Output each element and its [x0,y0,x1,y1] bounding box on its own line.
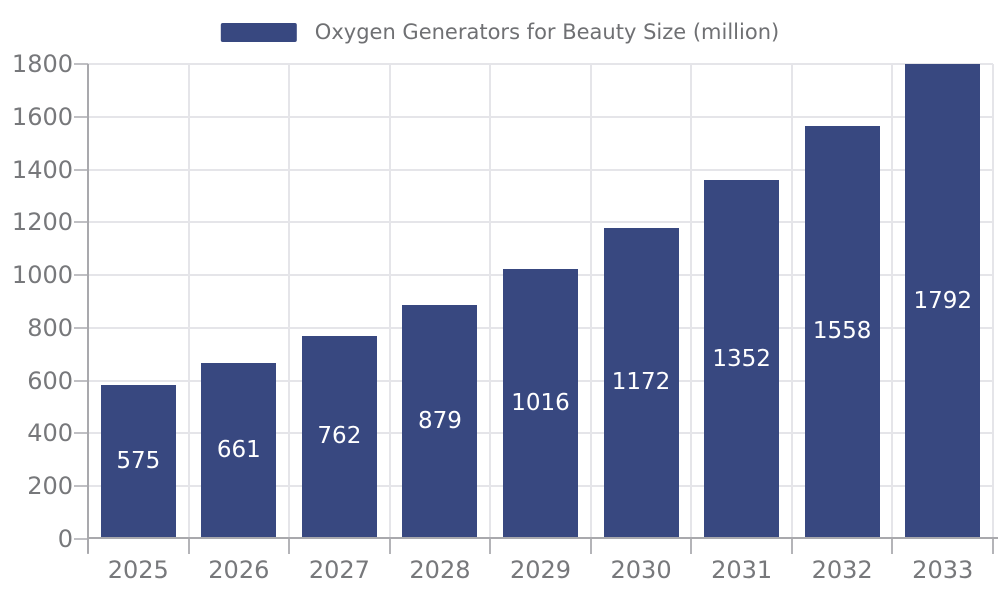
bar-value-label: 879 [417,408,462,435]
plot-area: 0 200 400 600 800 1000 1200 1400 1600 1800 575 2025… [12,50,998,584]
x-axis-tick-label: 2026 [208,556,270,584]
gridline-vertical [589,64,592,539]
x-axis-tick-label: 2028 [409,556,471,584]
bar: 1352 [704,180,780,537]
gridline-vertical [288,64,291,539]
legend-label: Oxygen Generators for Beauty Size (milli… [314,20,780,44]
x-axis-tick [790,539,793,554]
y-axis-tick-label: 200 [27,472,73,501]
x-axis-tick-label: 2030 [610,556,672,584]
gridline-vertical [690,64,693,539]
x-axis-tick-label: 2025 [107,556,169,584]
bar: 762 [301,335,377,537]
y-axis-tick [74,326,88,329]
bar: 1172 [603,227,679,537]
x-axis-tick [992,539,994,554]
y-axis-tick [74,485,88,488]
y-axis-tick [74,115,88,118]
x-axis-tick-label: 2033 [912,556,974,584]
gridline-horizontal [88,221,993,224]
x-axis-line [88,537,998,539]
bar-value-label: 762 [317,423,362,450]
bar-value-label: 1172 [611,369,671,396]
y-axis-tick-label: 400 [27,419,73,448]
legend-swatch[interactable] [220,22,297,42]
gridline-horizontal [88,168,993,171]
x-axis-tick-label: 2027 [308,556,370,584]
x-axis-tick [891,539,894,554]
y-axis-tick [74,63,88,65]
y-axis-tick-label: 0 [57,525,73,553]
x-axis-tick [589,539,592,554]
y-axis-tick-label: 1400 [11,155,73,184]
gridline-vertical [388,64,391,539]
x-axis-tick [489,539,492,554]
y-axis-tick [74,274,88,277]
legend[interactable]: Oxygen Generators for Beauty Size (milli… [220,20,780,44]
bar-value-label: 1352 [712,345,771,372]
y-axis-tick [74,379,88,382]
x-axis-tick [690,539,693,554]
bar: 1792 [905,64,981,537]
y-axis-tick-label: 1800 [11,50,73,78]
y-axis-tick-label: 600 [27,366,73,395]
y-axis-tick-label: 1000 [11,261,73,290]
y-axis-tick [74,221,88,224]
y-axis-tick [74,538,88,540]
y-axis-tick-label: 1600 [11,102,73,131]
bar: 1558 [804,125,880,537]
y-axis-tick-label: 1200 [11,208,73,237]
y-axis-tick-label: 800 [27,313,73,342]
bar-value-label: 1558 [812,318,872,345]
y-axis-line [87,64,89,553]
y-axis-tick [74,432,88,435]
gridline-vertical [891,64,894,539]
bar: 1016 [503,268,578,537]
gridline-vertical [489,64,492,539]
bar-value-label: 661 [216,436,261,463]
gridline-vertical [187,64,190,539]
bar-value-label: 1016 [511,389,570,416]
bar: 575 [100,385,176,537]
x-axis-tick-label: 2031 [711,556,773,584]
bar-value-label: 575 [116,448,161,475]
y-axis-tick [74,168,88,171]
x-axis-tick-label: 2029 [509,556,572,584]
gridline-horizontal [88,63,993,65]
x-axis-tick [288,539,291,554]
gridline-vertical [790,64,793,539]
x-axis-tick [388,539,391,554]
bar-value-label: 1792 [913,287,972,314]
gridline-vertical [992,64,994,539]
bar: 661 [201,362,277,537]
x-axis-tick-label: 2032 [811,556,873,584]
gridline-horizontal [88,115,993,118]
bar: 879 [402,305,478,537]
x-axis-tick [187,539,190,554]
